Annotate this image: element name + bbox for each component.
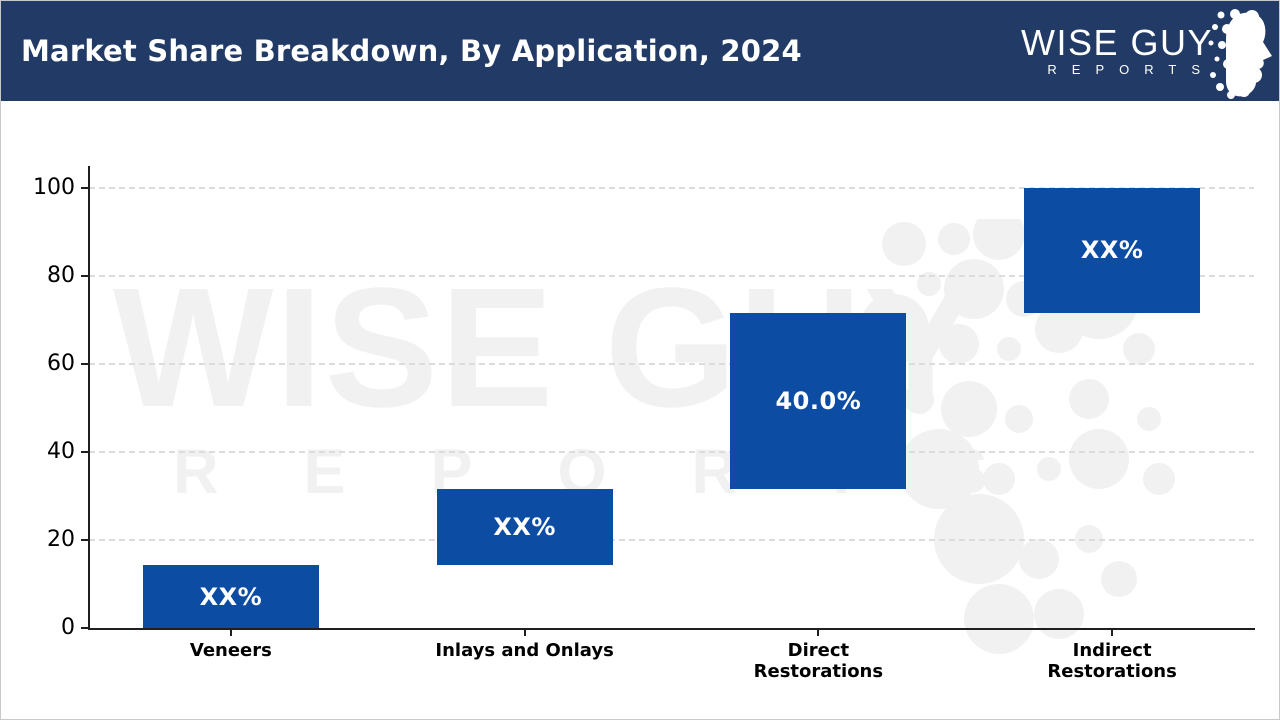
y-axis-tick-label: 80: [47, 263, 75, 288]
bar-value-label: XX%: [199, 582, 263, 611]
y-axis-tick-label: 100: [33, 175, 75, 200]
x-axis-tick: [817, 628, 820, 636]
category-label-line: Restorations: [1047, 661, 1177, 682]
category-label-indirect-restorations: Indirect Restorations: [965, 640, 1259, 682]
header-band: Market Share Breakdown, By Application, …: [1, 1, 1279, 101]
y-axis-tick-label: 20: [47, 527, 75, 552]
bar-value-label: 40.0%: [775, 386, 862, 415]
gridline-20: [89, 539, 1254, 541]
y-axis-tick-label: 0: [61, 615, 75, 640]
gridline-60: [89, 363, 1254, 365]
category-label-veneers: Veneers: [84, 640, 378, 661]
y-axis-tick: [81, 539, 89, 541]
gridline-100: [89, 187, 1254, 189]
bar-direct-restorations: 40.0%: [730, 312, 907, 489]
x-axis-tick: [523, 628, 526, 636]
x-axis-line: [88, 628, 1255, 630]
gridline-40: [89, 451, 1254, 453]
y-axis-tick-label: 60: [47, 351, 75, 376]
y-axis-tick: [81, 363, 89, 365]
category-label-line: Inlays and Onlays: [435, 640, 614, 661]
bar-value-label: XX%: [493, 513, 556, 541]
x-axis-tick: [1111, 628, 1114, 636]
y-axis-tick: [81, 627, 89, 629]
category-label-inlays-and-onlays: Inlays and Onlays: [378, 640, 672, 661]
logo-face-icon: [1208, 9, 1272, 99]
y-axis-tick: [81, 187, 89, 189]
x-axis-tick: [229, 628, 232, 636]
logo-subtext: REPORTS: [1047, 62, 1215, 77]
bar-indirect-restorations: XX%: [1024, 188, 1201, 313]
category-label-direct-restorations: Direct Restorations: [671, 640, 965, 682]
bar-value-label: XX%: [1080, 236, 1144, 265]
gridline-80: [89, 275, 1254, 277]
y-axis-tick-label: 40: [47, 439, 75, 464]
bar-veneers: XX%: [142, 565, 319, 628]
bar-inlays-and-onlays: XX%: [436, 488, 613, 566]
logo-wordmark: WISE GUY: [1020, 22, 1213, 63]
category-label-line: Restorations: [753, 661, 884, 682]
category-label-line: Indirect: [1072, 640, 1152, 661]
y-axis-tick: [81, 275, 89, 277]
y-axis-tick: [81, 451, 89, 453]
category-label-line: Direct: [787, 640, 850, 661]
category-label-line: Veneers: [189, 640, 272, 661]
y-axis-line: [88, 166, 90, 630]
chart-title: Market Share Breakdown, By Application, …: [21, 34, 802, 68]
